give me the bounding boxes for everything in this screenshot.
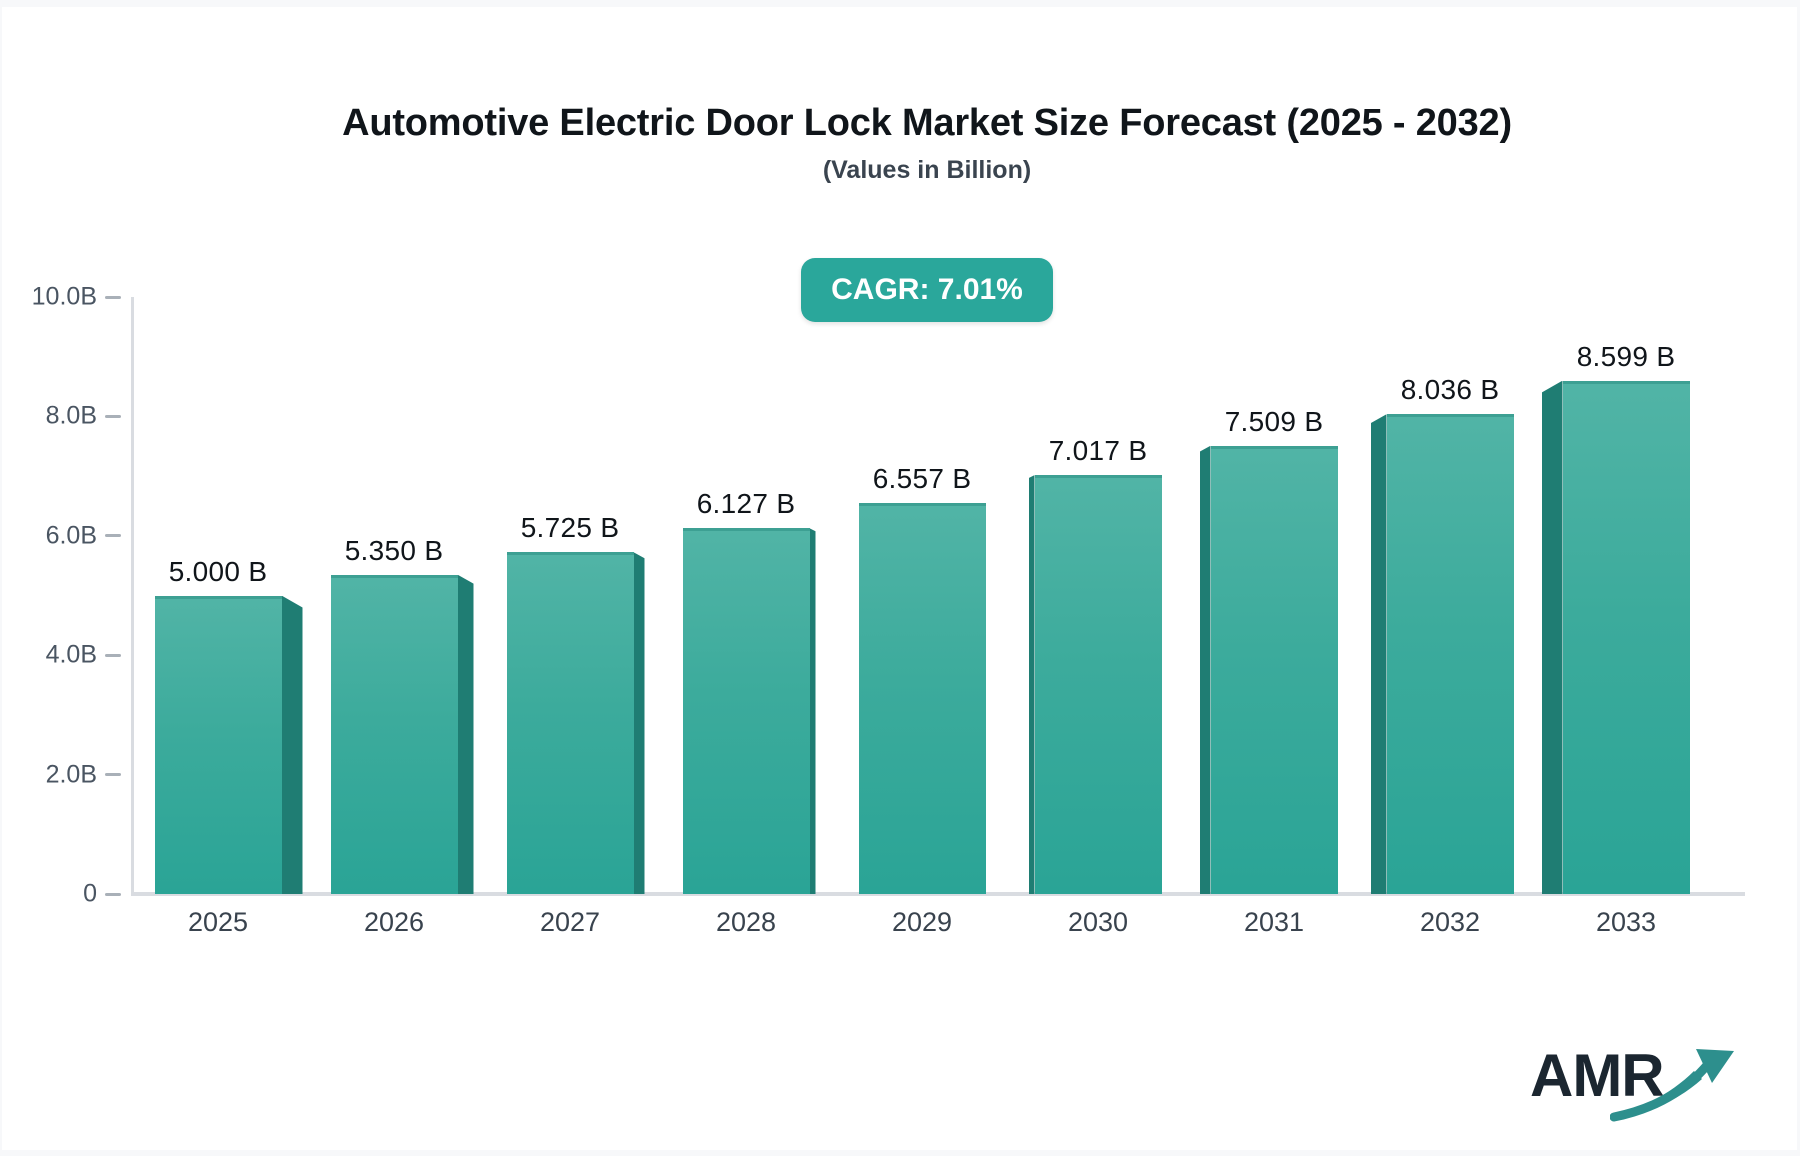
bar-2030 — [1034, 475, 1162, 894]
x-axis-label-2025: 2025 — [187, 907, 249, 937]
logo-amr-text: AMR — [1530, 1042, 1665, 1109]
trend-up-arrow-icon — [1610, 1049, 1734, 1122]
y-axis-label: 10.0B — [31, 282, 97, 311]
bar-value-label-2025: 5.000 B — [168, 555, 268, 587]
y-axis-tick — [105, 653, 121, 657]
bar-side-2025 — [281, 595, 303, 894]
y-axis-label: 6.0B — [45, 521, 97, 550]
y-axis-tick — [105, 773, 121, 777]
x-axis-line — [131, 892, 1745, 896]
chart-card: Automotive Electric Door Lock Market Siz… — [2, 7, 1797, 1150]
bar-value-label-2029: 6.557 B — [872, 462, 972, 494]
y-axis-line — [131, 297, 134, 894]
x-axis-label-2028: 2028 — [715, 907, 777, 937]
y-axis-tick — [105, 295, 121, 299]
y-axis-tick — [105, 892, 121, 896]
bar-value-label-2031: 7.509 B — [1224, 405, 1324, 437]
bar-value-label-2033: 8.599 B — [1576, 340, 1676, 372]
y-axis-label: 2.0B — [45, 760, 97, 789]
bar-2032 — [1386, 414, 1514, 894]
x-axis-label-2032: 2032 — [1419, 907, 1481, 937]
bar-side-2030 — [1028, 475, 1035, 894]
bar-value-label-2030: 7.017 B — [1048, 435, 1148, 467]
y-axis-label: 8.0B — [45, 401, 97, 430]
x-axis-label-2031: 2031 — [1243, 907, 1305, 937]
bar-side-2026 — [457, 574, 474, 894]
cagr-badge: CAGR: 7.01% — [801, 258, 1053, 322]
bar-2033 — [1562, 380, 1690, 894]
bar-side-2031 — [1199, 445, 1211, 894]
bar-2031 — [1210, 445, 1338, 894]
bar-side-2033 — [1541, 380, 1563, 894]
y-axis-label: 0 — [83, 879, 97, 908]
bar-2029 — [858, 502, 986, 894]
chart-title: Automotive Electric Door Lock Market Siz… — [342, 102, 1512, 144]
bar-2027 — [506, 552, 634, 894]
cagr-badge-row: CAGR: 7.01% — [132, 258, 1722, 322]
bar-side-2028 — [809, 528, 816, 894]
chart-subtitle: (Values in Billion) — [822, 156, 1032, 184]
bar-value-label-2032: 8.036 B — [1400, 374, 1500, 406]
bar-value-label-2028: 6.127 B — [696, 488, 796, 520]
bar-2026 — [330, 574, 458, 894]
x-axis-label-2029: 2029 — [891, 907, 953, 937]
y-axis-label: 4.0B — [45, 640, 97, 669]
x-axis-label-2027: 2027 — [539, 907, 601, 937]
y-axis-tick — [105, 534, 121, 538]
logo-amr: AMR — [1522, 1041, 1752, 1131]
x-axis-label-2026: 2026 — [363, 907, 425, 937]
bar-side-2027 — [633, 552, 645, 894]
x-axis-label-2030: 2030 — [1067, 907, 1129, 937]
bar-side-2032 — [1370, 414, 1387, 894]
bar-2025 — [154, 595, 282, 894]
y-axis-tick — [105, 414, 121, 418]
bar-value-label-2027: 5.725 B — [520, 512, 620, 544]
bar-value-label-2026: 5.350 B — [344, 534, 444, 566]
bar-2028 — [682, 528, 810, 894]
x-axis-label-2033: 2033 — [1595, 907, 1657, 937]
